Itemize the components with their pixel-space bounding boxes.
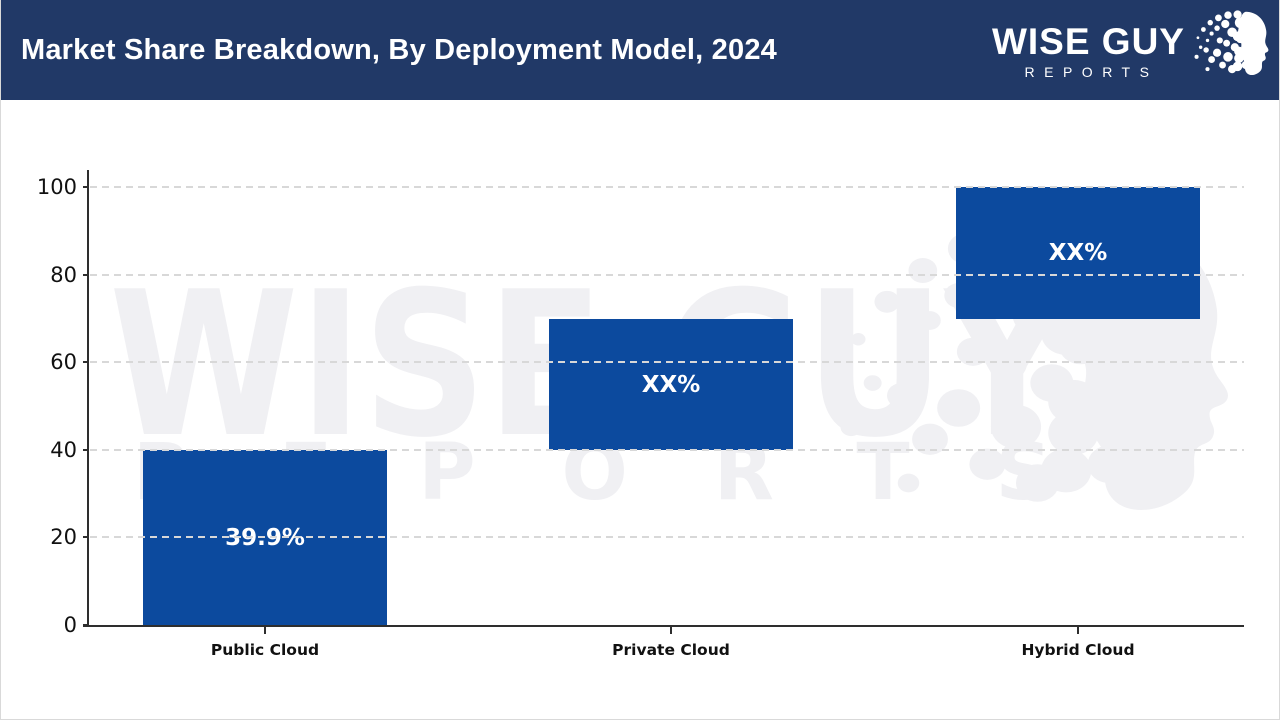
x-axis-tick: [1077, 627, 1079, 634]
y-axis-tick-label: 40: [50, 437, 77, 462]
y-axis-tick: [83, 448, 89, 451]
y-axis-tick: [83, 536, 89, 539]
y-axis-tick-label: 80: [50, 262, 77, 287]
bar-value-label: XX%: [641, 371, 701, 398]
wiseguy-head-icon: [1194, 10, 1269, 76]
x-axis-category-label: Private Cloud: [612, 641, 730, 659]
x-axis-category-label: Public Cloud: [210, 641, 320, 659]
x-axis-line: [83, 625, 1244, 627]
y-axis-tick: [83, 273, 89, 276]
logo-subtitle: REPORTS: [1024, 63, 1159, 80]
header: Market Share Breakdown, By Deployment Mo…: [1, 0, 1279, 100]
gridline: [90, 186, 1244, 188]
x-axis-tick: [670, 627, 672, 634]
gridline: [90, 536, 1244, 539]
wiseguy-logo: WISE GUY REPORTS: [992, 8, 1269, 92]
gridline: [90, 273, 1244, 276]
bar-value-label: XX%: [1048, 239, 1108, 266]
bar-segment-hybrid-cloud: XX%: [956, 187, 1200, 319]
gridline: [90, 448, 1244, 451]
bar-segment-private-cloud: XX%: [549, 318, 793, 451]
gridline: [90, 361, 1244, 364]
page-title: Market Share Breakdown, By Deployment Mo…: [21, 33, 777, 66]
x-axis-category-label: Hybrid Cloud: [1021, 641, 1135, 659]
y-axis-tick: [83, 186, 89, 188]
logo-wordmark: WISE GUY: [991, 20, 1185, 62]
y-axis-tick-label: 0: [63, 613, 77, 637]
y-axis-line: [87, 170, 89, 627]
y-axis-tick-label: 20: [50, 525, 77, 550]
y-axis-tick: [83, 361, 89, 364]
x-axis-tick: [264, 627, 266, 634]
logo-text: WISE GUY REPORTS: [992, 23, 1185, 80]
y-axis-tick-label: 100: [36, 175, 77, 199]
y-axis-tick-label: 60: [50, 350, 77, 375]
